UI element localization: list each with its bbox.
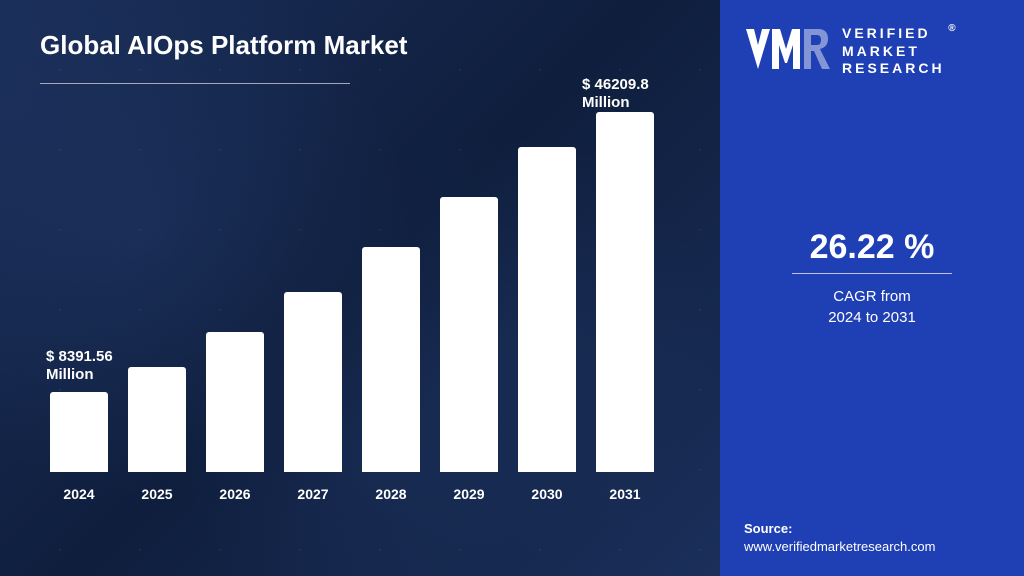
bar-2024 xyxy=(50,392,108,472)
bar xyxy=(128,367,186,472)
source-label: Source: xyxy=(744,520,1000,538)
source-block: Source: www.verifiedmarketresearch.com xyxy=(744,520,1000,556)
x-label: 2026 xyxy=(206,486,264,502)
x-label: 2028 xyxy=(362,486,420,502)
source-url: www.verifiedmarketresearch.com xyxy=(744,538,1000,556)
bar xyxy=(362,247,420,472)
chart-title: Global AIOps Platform Market xyxy=(40,30,680,61)
cagr-value: 26.22 % xyxy=(744,228,1000,267)
x-axis-labels: 2024 2025 2026 2027 2028 2029 2030 2031 xyxy=(40,486,680,502)
bar-2029 xyxy=(440,197,498,472)
vmr-logo-icon xyxy=(744,25,832,77)
bar-2031 xyxy=(596,112,654,472)
bar-2025 xyxy=(128,367,186,472)
logo-line: VERIFIED xyxy=(842,25,945,43)
bars-container xyxy=(40,112,680,472)
last-bar-value-label: $ 46209.8 Million xyxy=(582,76,649,112)
x-label: 2031 xyxy=(596,486,654,502)
x-label: 2025 xyxy=(128,486,186,502)
logo: VERIFIED MARKET RESEARCH ® xyxy=(744,25,1000,78)
x-label: 2029 xyxy=(440,486,498,502)
bar-2026 xyxy=(206,332,264,472)
bar-2030 xyxy=(518,147,576,472)
bar-chart: $ 8391.56 Million $ 46209.8 Million 2024… xyxy=(40,92,680,502)
bar-2027 xyxy=(284,292,342,472)
x-label: 2030 xyxy=(518,486,576,502)
bar-2028 xyxy=(362,247,420,472)
bar xyxy=(206,332,264,472)
title-divider xyxy=(40,83,350,84)
cagr-caption: CAGR from 2024 to 2031 xyxy=(744,286,1000,328)
x-label: 2027 xyxy=(284,486,342,502)
left-panel: Global AIOps Platform Market $ 8391.56 M… xyxy=(0,0,720,576)
registered-mark-icon: ® xyxy=(948,23,958,36)
bar xyxy=(596,112,654,472)
x-label: 2024 xyxy=(50,486,108,502)
logo-line: RESEARCH xyxy=(842,60,945,78)
cagr-block: 26.22 % CAGR from 2024 to 2031 xyxy=(744,228,1000,328)
bar xyxy=(284,292,342,472)
logo-line: MARKET xyxy=(842,43,945,61)
bar xyxy=(518,147,576,472)
cagr-divider xyxy=(792,273,952,274)
logo-text: VERIFIED MARKET RESEARCH ® xyxy=(842,25,945,78)
bar xyxy=(50,392,108,472)
bar xyxy=(440,197,498,472)
right-panel: VERIFIED MARKET RESEARCH ® 26.22 % CAGR … xyxy=(720,0,1024,576)
